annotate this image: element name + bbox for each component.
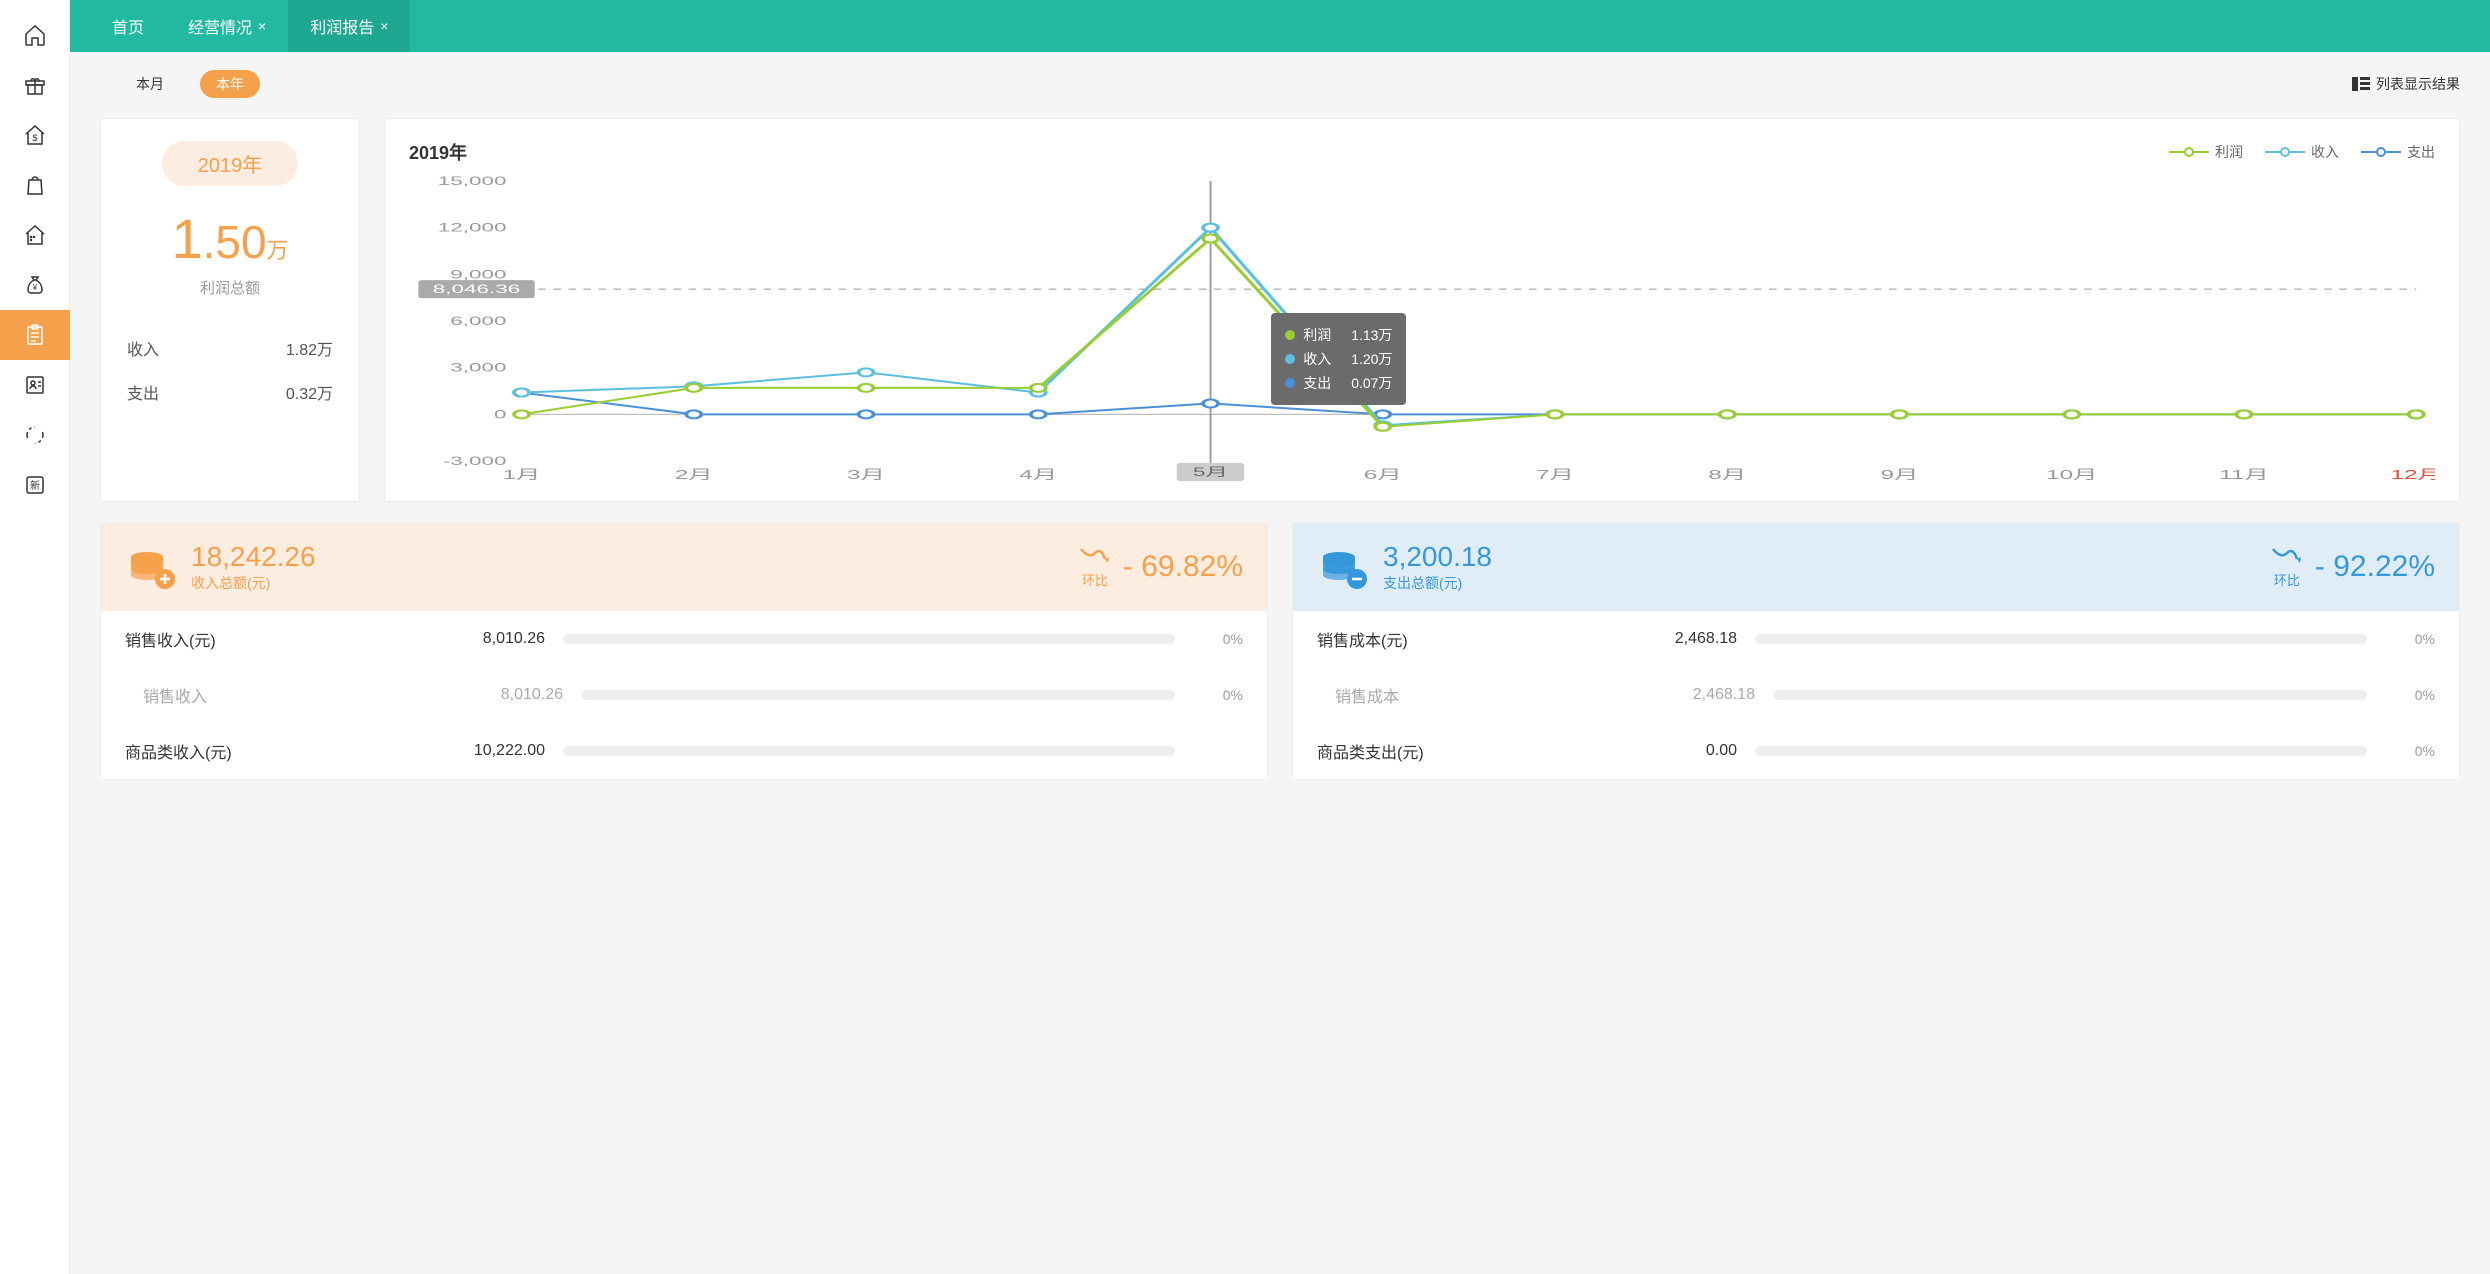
house-dollar-icon: $ <box>23 123 47 147</box>
svg-text:3,000: 3,000 <box>450 361 506 374</box>
svg-text:8月: 8月 <box>1708 468 1746 483</box>
legend-income[interactable]: 收入 <box>2265 142 2339 162</box>
profit-total-value: 1.50万 <box>123 206 337 271</box>
panel-row: 商品类收入(元)10,222.00 <box>101 723 1267 779</box>
sidebar-item-shopping[interactable] <box>0 160 70 210</box>
legend-expense[interactable]: 支出 <box>2361 142 2435 162</box>
home-icon <box>23 23 47 47</box>
expense-total-label: 支出总额(元) <box>1383 573 1492 593</box>
sidebar-item-home[interactable] <box>0 10 70 60</box>
chart-area[interactable]: -3,000 0 3,000 6,000 9,000 12,000 15,000 8,046.… <box>409 171 2435 491</box>
svg-text:8,046.36: 8,046.36 <box>433 283 521 296</box>
summary-expense-row: 支出0.32万 <box>123 370 337 414</box>
period-month-button[interactable]: 本月 <box>120 70 180 98</box>
coins-minus-icon <box>1317 541 1369 593</box>
income-total-label: 收入总额(元) <box>191 573 316 593</box>
panel-row: 销售收入(元)8,010.260% <box>101 611 1267 667</box>
tab-profit-report[interactable]: 利润报告 × <box>288 0 410 52</box>
new-icon: 新 <box>23 473 47 497</box>
chart-legend: 利润 收入 支出 <box>2169 142 2435 162</box>
money-bag-icon: ¥ <box>23 273 47 297</box>
panel-row: 销售成本2,468.180% <box>1293 667 2459 723</box>
svg-text:1月: 1月 <box>503 468 541 483</box>
svg-text:6月: 6月 <box>1364 468 1402 483</box>
list-toggle-button[interactable]: 列表显示结果 <box>2352 74 2460 94</box>
period-year-button[interactable]: 本年 <box>200 70 260 98</box>
svg-text:10月: 10月 <box>2046 468 2097 483</box>
coins-plus-icon <box>125 541 177 593</box>
sidebar-item-contact[interactable] <box>0 360 70 410</box>
panel-row: 商品类支出(元)0.000% <box>1293 723 2459 779</box>
tab-label: 利润报告 <box>310 14 374 38</box>
expense-panel: 3,200.18 支出总额(元) 环比 - 92.22% 销售成 <box>1292 522 2460 780</box>
year-badge: 2019年 <box>162 141 299 186</box>
income-total-value: 18,242.26 <box>191 541 316 573</box>
list-icon <box>2352 77 2370 91</box>
panel-row: 销售成本(元)2,468.180% <box>1293 611 2459 667</box>
tab-label: 经营情况 <box>188 14 252 38</box>
svg-text:9月: 9月 <box>1881 468 1919 483</box>
svg-text:5月: 5月 <box>1193 465 1228 478</box>
clipboard-icon <box>23 323 47 347</box>
svg-text:-3,000: -3,000 <box>443 454 507 467</box>
sidebar-item-new[interactable]: 新 <box>0 460 70 510</box>
svg-text:$: $ <box>32 133 37 143</box>
sidebar-item-refresh[interactable] <box>0 410 70 460</box>
chart-card: 2019年 利润 收入 支出 -3,000 0 3,000 6,000 9,000 12,… <box>384 118 2460 502</box>
svg-text:6,000: 6,000 <box>450 314 506 327</box>
close-icon[interactable]: × <box>258 18 266 34</box>
building-icon <box>23 223 47 247</box>
period-row: 本月 本年 列表显示结果 <box>100 70 2460 98</box>
svg-text:7月: 7月 <box>1536 468 1574 483</box>
summary-card: 2019年 1.50万 利润总额 收入1.82万 支出0.32万 <box>100 118 360 502</box>
expense-total-value: 3,200.18 <box>1383 541 1492 573</box>
expense-trend: 环比 <box>2271 545 2303 589</box>
expense-pct: - 92.22% <box>2315 550 2435 584</box>
legend-profit[interactable]: 利润 <box>2169 142 2243 162</box>
gift-icon <box>23 73 47 97</box>
income-trend: 环比 <box>1079 545 1111 589</box>
svg-text:2月: 2月 <box>675 468 713 483</box>
svg-text:11月: 11月 <box>2219 468 2269 483</box>
content: 本月 本年 列表显示结果 2019年 1.50万 利润总额 收入1.82万 支出… <box>70 52 2490 1274</box>
sidebar-item-money[interactable]: ¥ <box>0 260 70 310</box>
income-panel: 18,242.26 收入总额(元) 环比 - 69.82% 销售 <box>100 522 1268 780</box>
profit-total-label: 利润总额 <box>123 277 337 298</box>
svg-text:3月: 3月 <box>847 468 885 483</box>
svg-text:12月: 12月 <box>2390 468 2435 483</box>
list-toggle-label: 列表显示结果 <box>2376 74 2460 94</box>
chart-title: 2019年 <box>409 139 467 165</box>
svg-text:15,000: 15,000 <box>438 174 507 187</box>
svg-text:新: 新 <box>30 479 40 492</box>
svg-text:4月: 4月 <box>1019 468 1057 483</box>
refresh-icon <box>23 423 47 447</box>
sidebar-item-report[interactable] <box>0 310 70 360</box>
tab-home[interactable]: 首页 <box>90 0 166 52</box>
svg-text:0: 0 <box>494 408 507 421</box>
svg-text:9,000: 9,000 <box>450 268 506 281</box>
svg-text:¥: ¥ <box>31 283 37 292</box>
panel-row: 销售收入8,010.260% <box>101 667 1267 723</box>
shopping-bag-icon <box>23 173 47 197</box>
expense-panel-header: 3,200.18 支出总额(元) 环比 - 92.22% <box>1293 523 2459 611</box>
income-pct: - 69.82% <box>1123 550 1243 584</box>
summary-income-row: 收入1.82万 <box>123 326 337 370</box>
svg-text:12,000: 12,000 <box>438 221 507 234</box>
sidebar: $ ¥ 新 <box>0 0 70 1274</box>
contact-icon <box>23 373 47 397</box>
tab-bar: 首页 经营情况 × 利润报告 × <box>70 0 2490 52</box>
income-panel-header: 18,242.26 收入总额(元) 环比 - 69.82% <box>101 523 1267 611</box>
sidebar-item-house-dollar[interactable]: $ <box>0 110 70 160</box>
tab-label: 首页 <box>112 14 144 38</box>
tab-business[interactable]: 经营情况 × <box>166 0 288 52</box>
sidebar-item-building[interactable] <box>0 210 70 260</box>
close-icon[interactable]: × <box>380 18 388 34</box>
main-area: 首页 经营情况 × 利润报告 × 本月 本年 列表显示结果 2019年 1.50万 <box>70 0 2490 1274</box>
sidebar-item-gift[interactable] <box>0 60 70 110</box>
